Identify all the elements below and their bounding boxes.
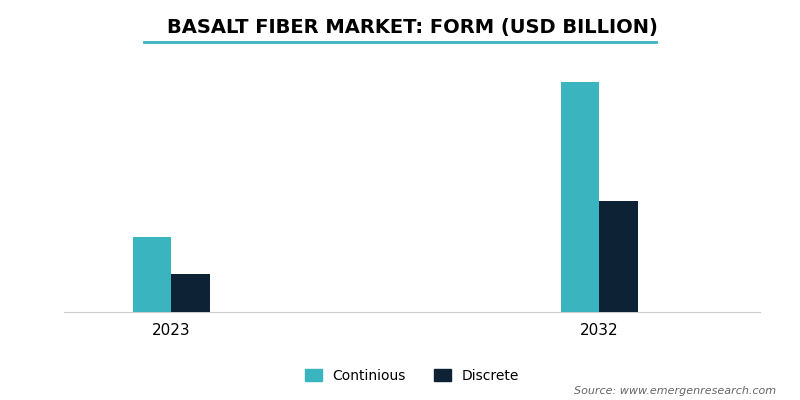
Legend: Continious, Discrete: Continious, Discrete	[299, 363, 525, 388]
Title: BASALT FIBER MARKET: FORM (USD BILLION): BASALT FIBER MARKET: FORM (USD BILLION)	[166, 18, 658, 36]
Text: Source: www.emergenresearch.com: Source: www.emergenresearch.com	[574, 386, 776, 396]
Bar	[599, 201, 638, 312]
Bar	[561, 82, 599, 312]
Bar	[133, 237, 171, 312]
Bar	[171, 274, 210, 312]
